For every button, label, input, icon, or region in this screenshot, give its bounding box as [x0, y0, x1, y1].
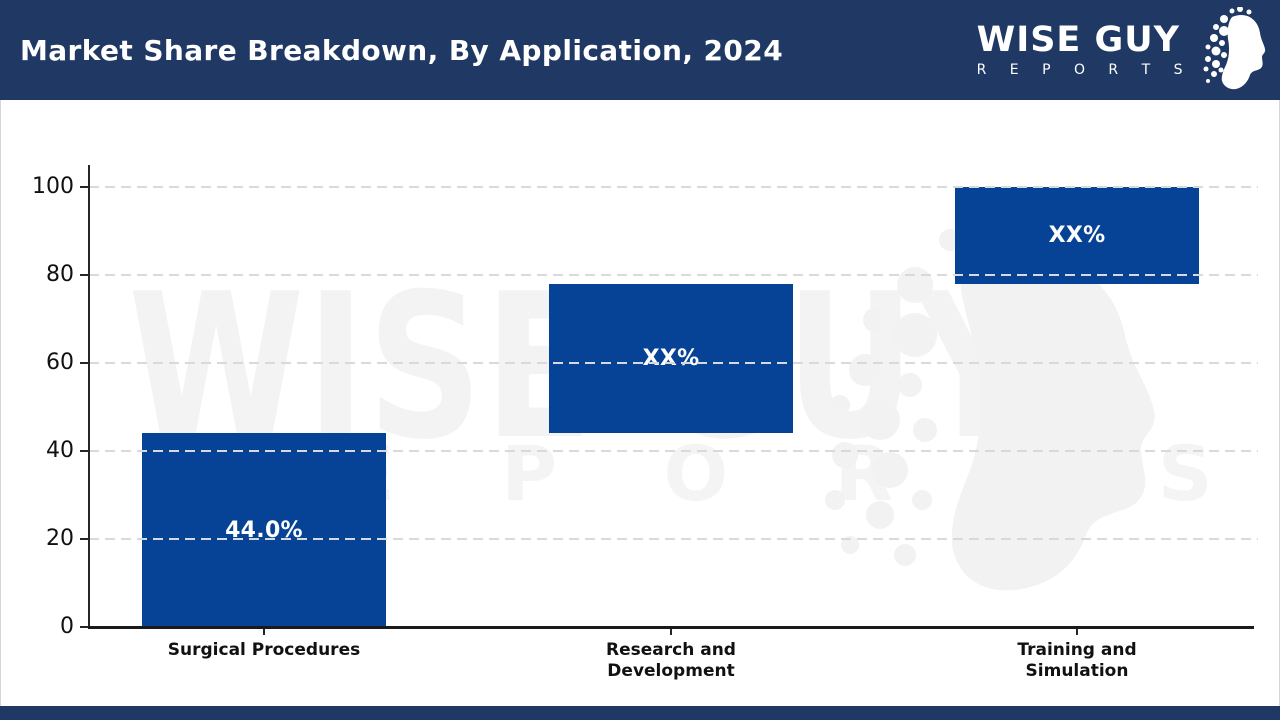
- y-tick-mark: [80, 274, 88, 276]
- y-axis-line: [88, 165, 90, 629]
- y-tick-mark: [80, 450, 88, 452]
- bar-value-label: XX%: [642, 346, 700, 372]
- header-bar: Market Share Breakdown, By Application, …: [0, 0, 1280, 100]
- logo-text: WISE GUY R E P O R T S: [976, 19, 1192, 78]
- bar-research-and-development: XX%: [549, 283, 793, 434]
- gridline-100: [89, 186, 1258, 188]
- gridline-60: [89, 362, 1258, 364]
- y-tick-mark: [80, 362, 88, 364]
- x-category-label: Training and Simulation: [1017, 640, 1137, 681]
- logo-head-icon: [1203, 7, 1266, 90]
- gridline-20: [89, 538, 1258, 540]
- y-tick-label: 40: [46, 438, 74, 463]
- bar-surgical-procedures: 44.0%: [142, 433, 386, 627]
- watermark-head-icon: [825, 215, 1155, 591]
- gridline-40: [89, 450, 1258, 452]
- y-tick-mark: [80, 186, 88, 188]
- x-tick-mark: [263, 629, 265, 635]
- y-tick-mark: [80, 626, 88, 628]
- y-tick-label: 60: [46, 350, 74, 375]
- y-tick-label: 100: [32, 174, 74, 199]
- gridline-80: [89, 274, 1258, 276]
- bar-value-label: XX%: [1048, 222, 1106, 248]
- x-tick-mark: [1076, 629, 1078, 635]
- bar-training-and-simulation: XX%: [955, 187, 1199, 284]
- wise-guy-reports-logo: WISE GUY R E P O R T S: [977, 7, 1280, 93]
- x-category-label: Research and Development: [606, 640, 736, 681]
- page-title: Market Share Breakdown, By Application, …: [20, 33, 784, 67]
- y-tick-label: 20: [46, 526, 74, 551]
- x-axis-line: [88, 626, 1254, 629]
- y-tick-label: 80: [46, 262, 74, 287]
- plot-area: 44.0% XX% XX% 0 20 40 60 80 100 Surgical Procedur…: [0, 100, 1280, 706]
- y-tick-label: 0: [60, 614, 74, 639]
- x-tick-mark: [670, 629, 672, 635]
- footer-bar: [0, 706, 1280, 720]
- y-tick-mark: [80, 538, 88, 540]
- x-category-label: Surgical Procedures: [167, 640, 361, 660]
- logo-wordmark: WISE GUY: [976, 19, 1181, 60]
- logo-subtitle: R E P O R T S: [976, 61, 1192, 78]
